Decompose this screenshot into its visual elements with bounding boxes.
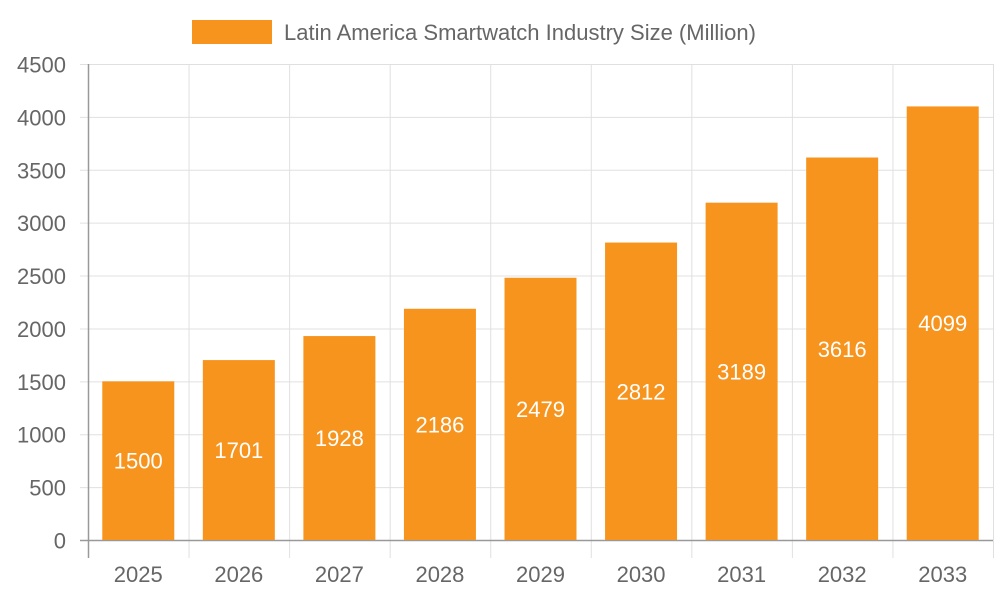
bar-value-label: 1500 <box>114 449 163 474</box>
y-tick-label: 1500 <box>17 370 66 395</box>
bar-value-label: 2812 <box>617 379 666 404</box>
bar <box>303 336 376 540</box>
y-tick-label: 2000 <box>17 317 66 342</box>
x-tick-label: 2029 <box>516 562 565 587</box>
x-tick-label: 2025 <box>114 562 163 587</box>
bar <box>806 157 879 540</box>
y-tick-label: 2500 <box>17 264 66 289</box>
bar <box>202 360 275 540</box>
bar-value-label: 2479 <box>516 397 565 422</box>
x-tick-label: 2033 <box>918 562 967 587</box>
bar <box>605 242 678 540</box>
bar <box>906 106 979 541</box>
x-tick-label: 2030 <box>617 562 666 587</box>
bar <box>403 308 476 540</box>
y-tick-label: 0 <box>54 529 66 554</box>
bar-value-label: 3189 <box>717 359 766 384</box>
bar-value-label: 3616 <box>818 337 867 362</box>
x-tick-label: 2027 <box>315 562 364 587</box>
x-tick-label: 2026 <box>214 562 263 587</box>
bar-value-label: 1928 <box>315 426 364 451</box>
y-tick-label: 1000 <box>17 423 66 448</box>
x-tick-label: 2031 <box>717 562 766 587</box>
x-tick-label: 2032 <box>818 562 867 587</box>
bar-value-label: 2186 <box>415 412 464 437</box>
y-tick-label: 500 <box>29 476 66 501</box>
bar-value-label: 1701 <box>214 438 263 463</box>
y-tick-label: 4000 <box>17 105 66 130</box>
y-tick-label: 4500 <box>17 53 66 78</box>
y-tick-label: 3000 <box>17 211 66 236</box>
bar <box>504 277 577 540</box>
legend-label: Latin America Smartwatch Industry Size (… <box>284 20 756 45</box>
x-tick-label: 2028 <box>415 562 464 587</box>
bar-value-label: 4099 <box>918 311 967 336</box>
bar <box>705 202 778 540</box>
bar <box>102 381 175 540</box>
legend-swatch <box>192 20 272 44</box>
y-tick-label: 3500 <box>17 158 66 183</box>
